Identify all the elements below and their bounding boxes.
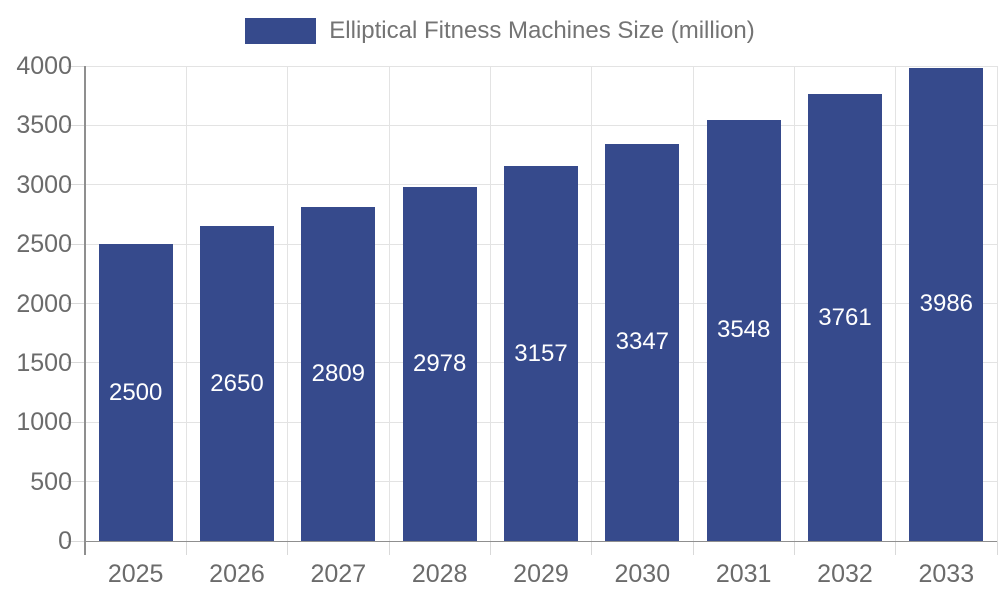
x-axis-label: 2026: [209, 560, 265, 588]
x-axis-label: 2025: [107, 560, 164, 588]
x-axis-label: 2032: [817, 560, 873, 588]
x-axis-tick: [996, 541, 998, 555]
x-axis-label: 2033: [918, 560, 975, 588]
y-axis-label: 1000: [16, 408, 72, 437]
y-axis-tick: [67, 124, 85, 126]
legend-label: Elliptical Fitness Machines Size (millio…: [329, 17, 755, 44]
y-axis-label: 500: [30, 467, 72, 496]
y-axis-tick: [67, 540, 85, 542]
x-axis-tick: [388, 541, 390, 555]
y-axis-tick: [67, 362, 85, 364]
y-axis-label: 3000: [16, 170, 72, 199]
gridline-vertical: [996, 66, 998, 541]
x-axis-tick: [793, 541, 795, 555]
bar: [909, 67, 984, 541]
bar-value-label: 2500: [108, 378, 163, 406]
bar: [200, 226, 274, 541]
x-axis-line: [85, 540, 997, 542]
x-axis-tick: [591, 541, 593, 555]
legend-swatch: [245, 18, 317, 44]
x-axis-label: 2027: [310, 560, 367, 588]
gridline-vertical: [388, 66, 390, 541]
y-axis-label: 1500: [16, 348, 72, 377]
bar: [301, 207, 376, 541]
bar-value-label: 3347: [615, 328, 670, 356]
x-axis-tick: [287, 541, 289, 555]
x-axis-tick: [895, 541, 897, 555]
x-axis-label: 2028: [411, 560, 468, 588]
gridline-horizontal: [85, 65, 997, 67]
x-axis-tick: [185, 541, 187, 555]
bar-value-label: 3761: [818, 303, 872, 331]
legend[interactable]: Elliptical Fitness Machines Size (millio…: [0, 15, 1000, 47]
bar-value-label: 3548: [716, 316, 771, 344]
bar: [706, 119, 781, 541]
bar-value-label: 3986: [919, 290, 974, 318]
x-axis-label: 2031: [715, 560, 772, 588]
y-axis-label: 2500: [16, 230, 72, 259]
gridline-vertical: [895, 66, 897, 541]
bar-value-label: 2978: [412, 350, 467, 378]
x-axis-label: 2029: [513, 560, 569, 588]
gridline-vertical: [489, 66, 491, 541]
y-axis-tick: [67, 243, 85, 245]
x-axis-label: 2030: [614, 560, 671, 588]
bar: [98, 244, 173, 541]
x-axis-tick: [692, 541, 694, 555]
gridline-vertical: [591, 66, 593, 541]
bar-value-label: 2650: [210, 369, 264, 397]
y-axis-label: 2000: [16, 289, 72, 318]
y-axis-label: 4000: [16, 52, 72, 80]
bar: [605, 143, 680, 541]
gridline-vertical: [185, 66, 187, 541]
y-axis-tick: [67, 184, 85, 186]
y-axis-line: [84, 66, 86, 555]
y-axis-tick: [67, 421, 85, 423]
bar: [504, 166, 578, 541]
y-axis-label: 0: [58, 527, 72, 555]
bar: [402, 187, 477, 541]
bar-value-label: 2809: [311, 360, 366, 388]
gridline-vertical: [287, 66, 289, 541]
gridline-vertical: [692, 66, 694, 541]
y-axis-label: 3500: [16, 111, 72, 140]
x-axis-tick: [489, 541, 491, 555]
bar: [808, 94, 882, 541]
y-axis-tick: [67, 303, 85, 304]
y-axis-tick: [67, 481, 85, 483]
bar-value-label: 3157: [514, 339, 568, 367]
gridline-horizontal: [85, 124, 997, 126]
gridline-vertical: [793, 66, 795, 541]
y-axis-tick: [67, 65, 85, 67]
